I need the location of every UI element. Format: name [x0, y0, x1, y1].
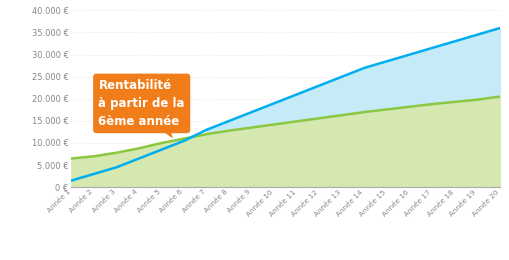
- Polygon shape: [143, 116, 173, 139]
- Text: Rentabilité
à partir de la
6ème année: Rentabilité à partir de la 6ème année: [98, 79, 185, 128]
